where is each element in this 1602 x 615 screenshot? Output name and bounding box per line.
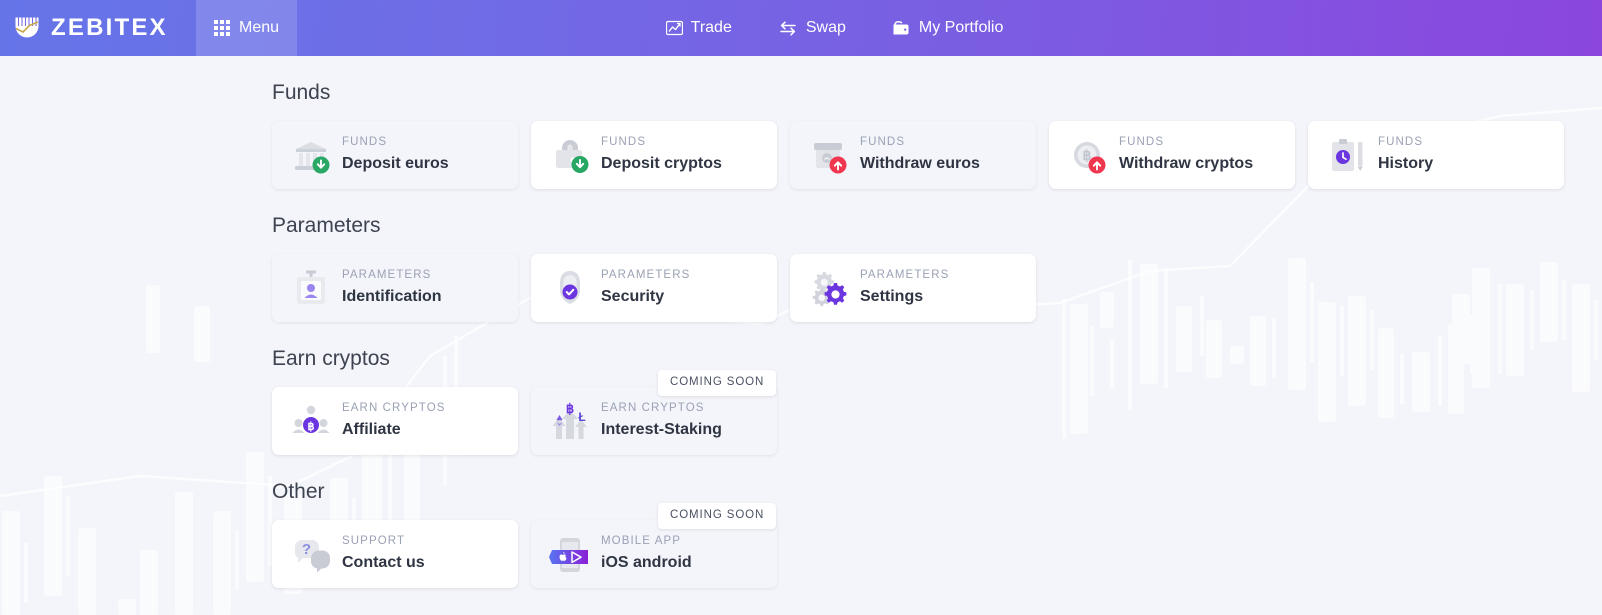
card-kicker: FUNDS [860, 136, 906, 149]
nav-item-swap[interactable]: Swap [778, 20, 846, 36]
card-kicker: MOBILE APP [601, 535, 682, 548]
card-title: Deposit euros [342, 154, 449, 172]
section-title-funds: Funds [272, 81, 331, 104]
chart-line-icon [665, 20, 683, 36]
svg-text:?: ? [302, 541, 311, 558]
bitcoin-coin-withdraw-icon: ฿ [1066, 133, 1110, 177]
zebitex-chart-logo-icon [12, 13, 42, 43]
safe-crypto-deposit-icon: ฿ [548, 133, 592, 177]
nav-item-trade[interactable]: Trade [665, 19, 732, 36]
card-row-parameters: PARAMETERS Identification PARAMETERS Sec… [272, 254, 1602, 322]
brand-name: ZEBITEX [51, 14, 168, 41]
svg-text:฿: ฿ [566, 401, 574, 416]
card-withdraw-euros[interactable]: FUNDS Withdraw euros [790, 121, 1036, 189]
nav-item-trade-label: Trade [690, 19, 732, 36]
bank-deposit-icon [289, 133, 333, 177]
card-deposit-euros[interactable]: FUNDS Deposit euros [272, 121, 518, 189]
card-kicker: SUPPORT [342, 535, 406, 548]
crypto-growth-icon: ฿ Ł [548, 399, 592, 443]
wallet-icon [892, 20, 911, 36]
card-kicker: FUNDS [1378, 136, 1424, 149]
card-title: Settings [860, 287, 924, 305]
people-bitcoin-icon: ฿ [289, 399, 333, 443]
card-interest-staking[interactable]: ฿ Ł EARN CRYPTOS Interest-Staking [531, 387, 777, 455]
card-kicker: EARN CRYPTOS [342, 402, 446, 415]
menu-button-label: Menu [238, 19, 280, 36]
card-kicker: FUNDS [1119, 136, 1165, 149]
card-history[interactable]: FUNDS History [1308, 121, 1564, 189]
card-security[interactable]: PARAMETERS Security [531, 254, 777, 322]
card-title: History [1378, 154, 1434, 172]
coming-soon-badge-mobile-app: COMING SOON [658, 503, 777, 529]
card-deposit-cryptos[interactable]: ฿ FUNDS Deposit cryptos [531, 121, 777, 189]
grid-menu-icon [213, 20, 230, 36]
nav-item-my-portfolio[interactable]: My Portfolio [892, 20, 1003, 36]
svg-text:Ł: Ł [578, 410, 585, 424]
menu-button[interactable]: Menu [196, 0, 297, 56]
card-title: Deposit cryptos [601, 154, 722, 172]
clipboard-clock-icon [1325, 133, 1369, 177]
card-title: Contact us [342, 553, 425, 571]
gears-icon [807, 266, 851, 310]
card-title: Identification [342, 287, 442, 305]
card-ios-android[interactable]: MOBILE APP iOS android [531, 520, 777, 588]
chat-question-icon: ? [289, 532, 333, 576]
card-kicker: PARAMETERS [601, 269, 691, 282]
card-kicker: PARAMETERS [342, 269, 432, 282]
section-title-other: Other [272, 480, 325, 503]
card-kicker: EARN CRYPTOS [601, 402, 705, 415]
card-title: Withdraw euros [860, 154, 980, 172]
card-kicker: FUNDS [601, 136, 647, 149]
dashboard-content: Funds FUNDS [0, 56, 1602, 588]
card-settings[interactable]: PARAMETERS Settings [790, 254, 1036, 322]
section-parameters: Parameters PARAMETERS Identification [272, 189, 1602, 322]
card-row-funds: FUNDS Deposit euros ฿ FUNDS [272, 121, 1602, 189]
mobile-app-stores-icon [548, 532, 592, 576]
card-title: Security [601, 287, 665, 305]
coming-soon-badge-interest-staking: COMING SOON [658, 370, 777, 396]
section-earn-cryptos: Earn cryptos COMING SOON ฿ [272, 322, 1602, 455]
section-title-earn-cryptos: Earn cryptos [272, 347, 390, 370]
top-navigation-bar: ZEBITEX Menu Trade [0, 0, 1602, 56]
card-row-other: COMING SOON ? SUPPORT Contact us [272, 503, 1602, 588]
card-row-earn-cryptos: COMING SOON ฿ EARN CRYPTOS [272, 370, 1602, 455]
card-affiliate[interactable]: ฿ EARN CRYPTOS Affiliate [272, 387, 518, 455]
card-title: iOS android [601, 553, 692, 571]
card-withdraw-cryptos[interactable]: ฿ FUNDS Withdraw cryptos [1049, 121, 1295, 189]
nav-item-my-portfolio-label: My Portfolio [918, 19, 1004, 36]
svg-text:฿: ฿ [308, 421, 315, 433]
card-kicker: PARAMETERS [860, 269, 950, 282]
section-title-parameters: Parameters [272, 214, 381, 237]
card-identification[interactable]: PARAMETERS Identification [272, 254, 518, 322]
id-badge-icon [289, 266, 333, 310]
atm-withdraw-icon [807, 133, 851, 177]
card-title: Affiliate [342, 420, 401, 438]
shield-check-icon [548, 266, 592, 310]
nav-item-swap-label: Swap [805, 19, 846, 36]
card-title: Withdraw cryptos [1119, 154, 1254, 172]
section-other: Other COMING SOON ? SUPPORT Contact us [272, 455, 1602, 588]
brand-logo[interactable]: ZEBITEX [0, 0, 196, 56]
card-title: Interest-Staking [601, 420, 722, 438]
section-funds: Funds FUNDS [272, 56, 1602, 189]
card-kicker: FUNDS [342, 136, 388, 149]
primary-nav: Trade Swap My Portfolio [297, 20, 1372, 36]
swap-arrows-icon [778, 20, 798, 36]
card-contact-us[interactable]: ? SUPPORT Contact us [272, 520, 518, 588]
